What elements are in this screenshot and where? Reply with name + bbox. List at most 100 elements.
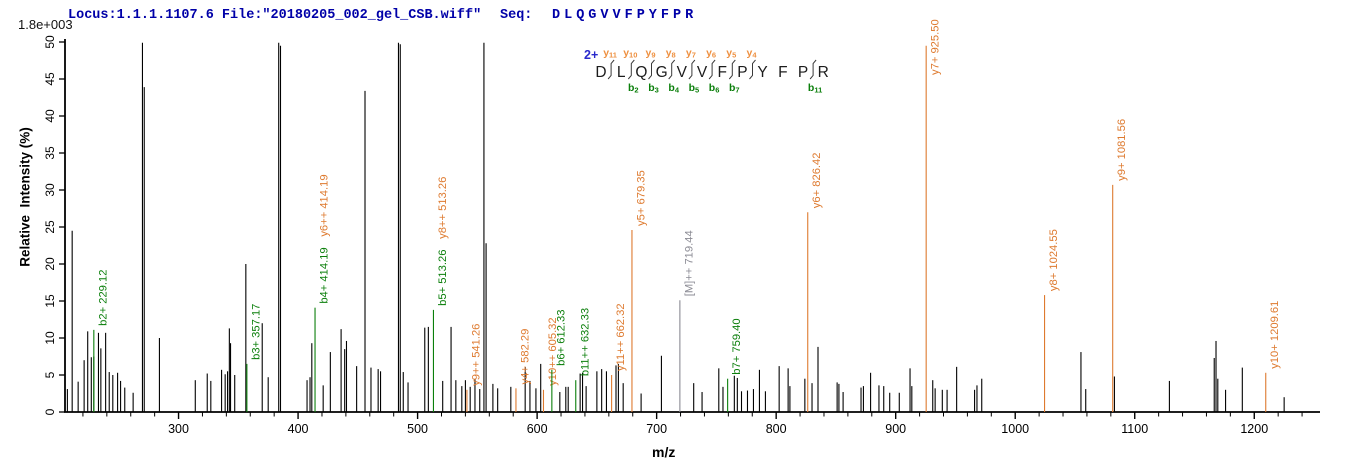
- annotated-peak-b5: b5+ 513.26 y8++ 513.26: [432, 177, 449, 412]
- ladder-ion-label: y8: [666, 47, 676, 60]
- ladder-ion-label: y11: [603, 47, 617, 60]
- cleavage-divider: [708, 59, 716, 80]
- x-tick-label: 500: [407, 422, 428, 436]
- annotated-peak-M: [M]++ 719.44: [679, 230, 695, 412]
- y-tick-label: 30: [43, 183, 57, 197]
- ion-peak-label: y7+ 925.50: [930, 19, 942, 75]
- ladder-ion-label: y9: [645, 47, 655, 60]
- y-tick-label: 15: [43, 294, 57, 308]
- ion-peak-label: y6++ 414.19: [319, 174, 331, 236]
- header-locus-file: Locus:1.1.1.1107.6 File:"20180205_002_ge…: [68, 8, 482, 23]
- ion-peak-label: y8+ 1024.55: [1048, 229, 1060, 291]
- ion-peak-label: b5+ 513.26: [437, 250, 449, 306]
- ladder-residue: V: [697, 64, 708, 81]
- ion-peak-label: y6+ 826.42: [811, 153, 823, 209]
- ladder-residue: V: [677, 64, 688, 81]
- ion-peak-label: b2+ 229.12: [97, 270, 109, 326]
- ladder-residue: Y: [757, 64, 767, 81]
- ladder-ion-label: y6: [706, 47, 716, 60]
- ladder-ion-label: b5: [689, 82, 700, 95]
- ion-peak-label: b3+ 357.17: [250, 304, 262, 360]
- annotated-peaks: b2+ 229.12 b3+ 357.17 b4+ 414.19 y6++ 414.1…: [93, 19, 1281, 412]
- ion-peak-label: y10++ 605.32: [547, 317, 559, 385]
- x-tick-label: 400: [288, 422, 309, 436]
- annotated-peak-y10: y10++ 605.32: [542, 317, 559, 412]
- ion-peak-label: y9+ 1081.56: [1116, 119, 1128, 181]
- y-tick-label: 45: [43, 72, 57, 86]
- ion-peak-label: b6+ 612.33: [555, 310, 567, 366]
- noise-peaks: [66, 42, 1285, 412]
- annotated-peak-y11: y11++ 662.32: [611, 303, 627, 412]
- annotated-peak-b7: b7+ 759.40: [727, 318, 743, 412]
- annotated-peak-y10: y10+ 1209.61: [1265, 301, 1281, 412]
- ladder-residue: G: [656, 64, 668, 81]
- ladder-residue: D: [595, 64, 606, 81]
- ion-peak-label: y5+ 679.35: [635, 170, 647, 226]
- ion-peak-label: y10+ 1209.61: [1269, 301, 1281, 369]
- x-axis-title: m/z: [652, 444, 676, 460]
- ladder-ion-label: b7: [729, 82, 740, 95]
- cleavage-divider: [648, 59, 655, 80]
- cleavage-divider: [749, 59, 756, 80]
- annotated-peak-y4: y4+ 582.29: [515, 329, 531, 412]
- annotated-peak-y7: y7+ 925.50: [925, 19, 942, 412]
- ion-peak-label: [M]++ 719.44: [683, 230, 695, 296]
- ladder-ion-label: b2: [628, 82, 639, 95]
- y-tick-label: 0: [43, 408, 57, 415]
- y-tick-label: 35: [43, 146, 57, 160]
- ion-peak-label: y4+ 582.29: [519, 329, 531, 385]
- cleavage-divider: [688, 59, 696, 80]
- annotated-peak-b11: b11++ 632.33: [575, 308, 591, 412]
- cleavage-divider: [668, 59, 676, 80]
- intensity-scale-label: 1.8e+003: [18, 17, 73, 32]
- x-tick-label: 800: [766, 422, 787, 436]
- x-tick-label: 900: [885, 422, 906, 436]
- ladder-residue: Q: [635, 64, 647, 81]
- cleavage-divider: [627, 59, 635, 80]
- ion-peak-label: b4+ 414.19: [319, 247, 331, 303]
- annotated-peak-b3: b3+ 357.17: [246, 304, 262, 412]
- annotated-peak-y9: y9++ 541.26: [466, 324, 482, 412]
- ladder-residue: P: [798, 64, 808, 81]
- ladder-ion-label: y5: [726, 47, 736, 60]
- ladder-ion-label: y4: [746, 47, 757, 60]
- x-tick-label: 1200: [1240, 422, 1268, 436]
- x-tick-label: 300: [168, 422, 189, 436]
- header-seq-label: Seq:: [500, 8, 533, 23]
- ladder-residue: F: [778, 64, 787, 81]
- ladder-residue: R: [818, 64, 829, 81]
- annotated-peak-b6: b6+ 612.33: [551, 310, 567, 412]
- annotated-peak-b2: b2+ 229.12: [93, 270, 109, 412]
- y-tick-label: 10: [43, 331, 57, 345]
- header: Locus:1.1.1.1107.6 File:"20180205_002_ge…: [0, 8, 1362, 26]
- y-axis-ticks: 0 5 10 15 20 25 30 35 40 45 50: [43, 35, 65, 415]
- ion-peak-label: y11++ 662.32: [615, 303, 627, 371]
- x-axis-ticks: 300 400 500 600 700 800 900 1000 1100 1200: [82, 412, 1303, 436]
- ladder-ion-label: y10: [623, 47, 637, 60]
- ladder-ion-label: b3: [648, 82, 659, 95]
- header-sequence: DLQGVVFPYFPR: [552, 8, 698, 23]
- x-tick-label: 1000: [1001, 422, 1029, 436]
- x-tick-label: 1100: [1121, 422, 1148, 436]
- cleavage-divider: [607, 59, 615, 80]
- x-tick-label: 600: [527, 422, 548, 436]
- annotated-peak-y6: y6+ 826.42: [807, 153, 823, 412]
- ladder-ion-label: b4: [668, 82, 679, 95]
- ladder-residue: L: [617, 64, 626, 81]
- ladder-ion-label: b6: [709, 82, 720, 95]
- precursor-charge-label: 2+: [584, 48, 598, 62]
- ladder-residue: F: [717, 64, 726, 81]
- y-tick-label: 20: [43, 257, 57, 271]
- ion-peak-label: b7+ 759.40: [731, 318, 743, 374]
- ladder-ion-label: b11: [808, 82, 822, 95]
- cleavage-divider: [809, 59, 817, 80]
- annotated-peak-b4: b4+ 414.19 y6++ 414.19: [314, 174, 331, 412]
- ion-peak-label: b11++ 632.33: [579, 308, 591, 376]
- ion-peak-label: y9++ 541.26: [470, 324, 482, 386]
- ladder-residue: P: [737, 64, 747, 81]
- x-tick-label: 700: [646, 422, 667, 436]
- annotated-peak-y5: y5+ 679.35: [631, 170, 647, 412]
